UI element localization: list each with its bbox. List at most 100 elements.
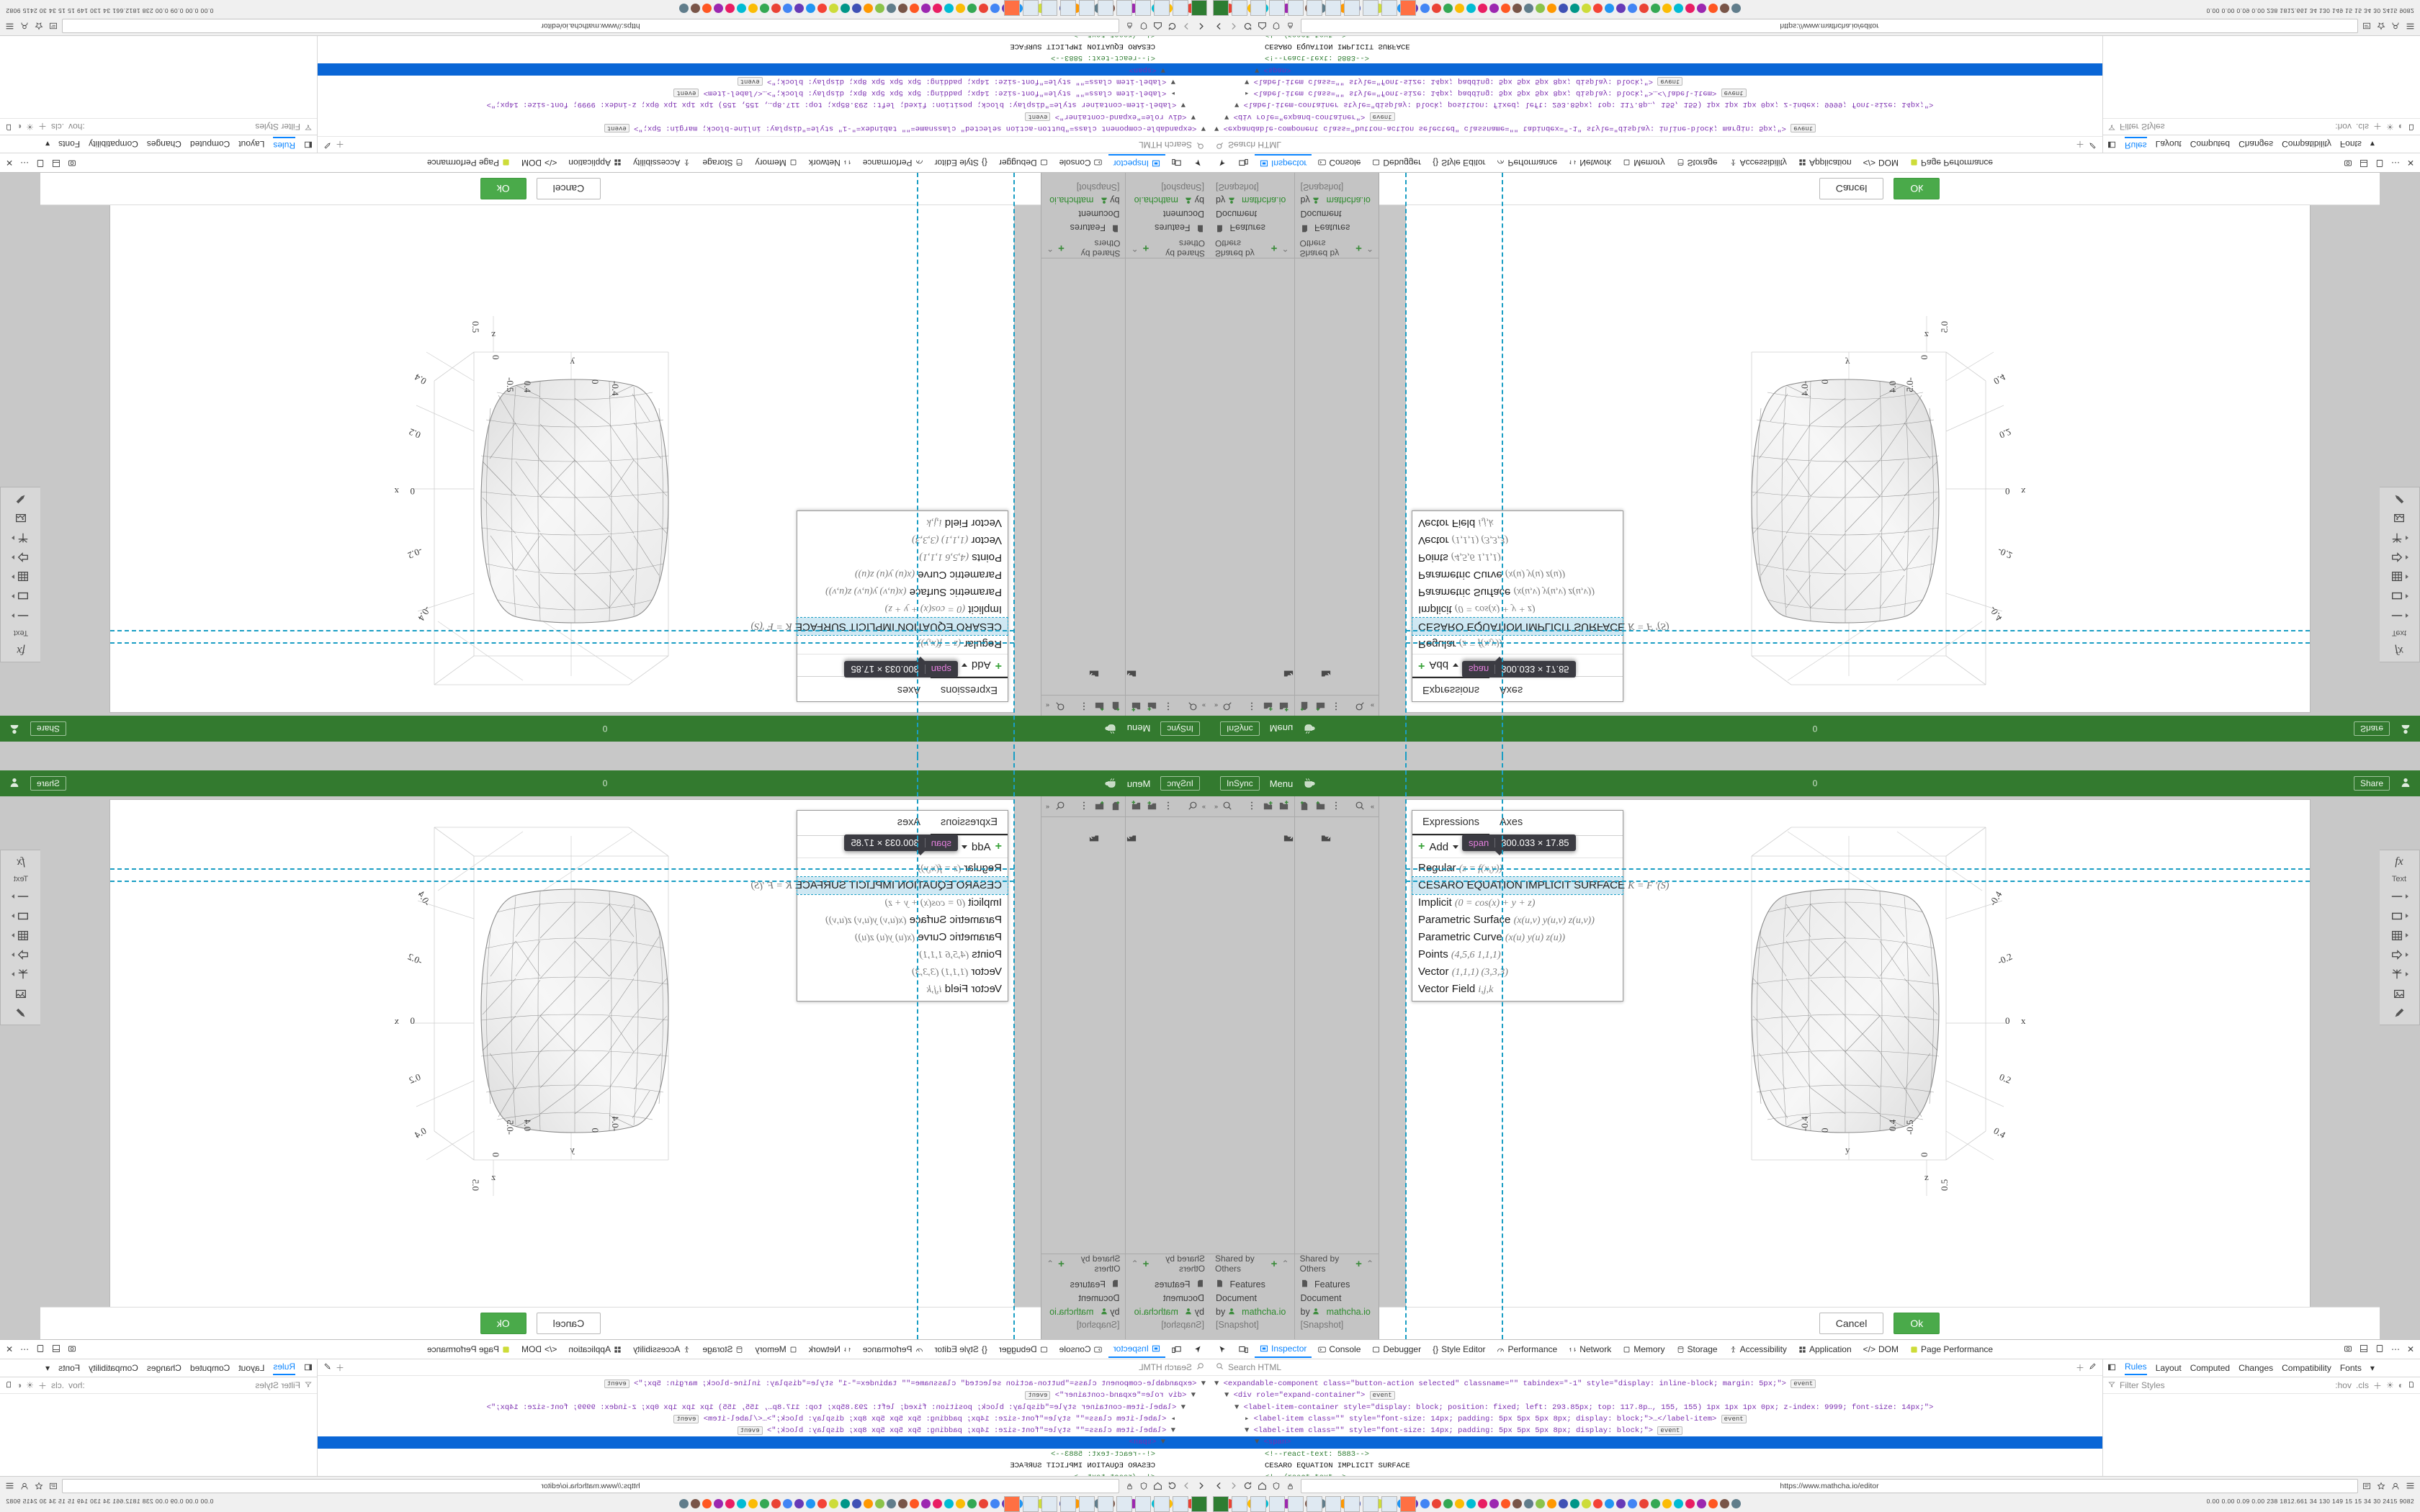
option-implicit[interactable]: Implicit (0 = cos(x) + y + z) <box>1412 894 1623 912</box>
grid-table-icon[interactable] <box>2390 570 2408 583</box>
plus-icon[interactable]: ＋ <box>2372 121 2382 132</box>
bookmark-favicon[interactable] <box>1639 4 1649 14</box>
disclosure-triangle-icon[interactable]: ▼ <box>1156 1438 1165 1447</box>
disclosure-triangle-icon[interactable]: ▼ <box>1214 1380 1224 1388</box>
cancel-button[interactable]: Cancel <box>1819 1313 1884 1334</box>
doc-panel-body-right[interactable] <box>1041 258 1126 695</box>
tab-dom[interactable]: </> DOM <box>1858 1341 1904 1357</box>
rules-content[interactable] <box>0 35 317 118</box>
account-icon[interactable] <box>2391 21 2401 31</box>
tab-storage[interactable]: Storage <box>1672 155 1723 171</box>
option-implicit[interactable]: Implicit (0 = cos(x) + y + z) <box>1412 600 1623 618</box>
event-badge[interactable]: event <box>1369 112 1395 121</box>
tab-computed[interactable]: Computed <box>2190 1363 2231 1373</box>
insync-button[interactable]: InSync <box>1220 721 1260 736</box>
tab-layout[interactable]: Layout <box>2155 1363 2182 1373</box>
bookmark-favicon[interactable] <box>1731 1498 1741 1508</box>
tab-application[interactable]: Application <box>563 1341 627 1357</box>
new-folder-icon[interactable] <box>1131 700 1142 711</box>
event-badge[interactable]: event <box>673 1414 699 1423</box>
dark-theme-icon[interactable]: ◐ <box>2398 1380 2403 1390</box>
event-badge[interactable]: event <box>1657 1426 1683 1436</box>
tab-debugger[interactable]: Debugger <box>1367 155 1426 171</box>
bookmark-favicon[interactable] <box>1559 4 1568 14</box>
bookmark-favicon[interactable] <box>760 4 769 14</box>
tab-page-performance[interactable]: Page Performance <box>1905 155 1998 171</box>
markup-line[interactable]: ▼ <label-item-container style="display: … <box>318 1402 1210 1413</box>
new-file-icon[interactable] <box>1147 801 1158 812</box>
screenshot-icon[interactable] <box>2344 158 2352 168</box>
tab-page-performance[interactable]: Page Performance <box>422 1341 515 1357</box>
markup-line[interactable]: ▼ <label-item-container style="display: … <box>1210 1402 2102 1413</box>
plot-3d[interactable]: -0.4 -0.2 0 0.2 0.4 x -0.4 0 0.4 y <box>373 822 776 1282</box>
collapse-chevron-icon-2[interactable]: ⌃ <box>1047 243 1054 253</box>
new-file-icon-2[interactable] <box>1110 801 1121 812</box>
option-vector-field[interactable]: Vector Field i,j,k <box>1412 514 1623 531</box>
fx-icon[interactable]: fx <box>2395 644 2403 657</box>
bookmark-favicon[interactable] <box>691 1498 700 1508</box>
doc-panel-body-right[interactable] <box>1041 817 1126 1254</box>
bookmark-favicon[interactable] <box>1651 4 1660 14</box>
event-badge[interactable]: event <box>737 76 763 86</box>
markup-line[interactable]: CESARO EQUATION IMPLICIT SURFACE <box>318 40 1210 52</box>
tab-rules[interactable]: Rules <box>2125 137 2147 151</box>
new-file-icon[interactable] <box>1263 801 1274 812</box>
bookmark-favicon[interactable] <box>956 4 965 14</box>
dock-icon[interactable] <box>36 158 45 168</box>
event-badge[interactable]: event <box>1025 1391 1051 1400</box>
doc-panel-body-left[interactable] <box>1210 817 1294 1254</box>
new-folder-icon-2[interactable] <box>1094 801 1106 812</box>
option-parametric-curve[interactable]: Parametric Curve (x(u) y(u) z(u)) <box>797 929 1008 946</box>
account-icon[interactable] <box>19 1481 29 1491</box>
taskbar-item[interactable] <box>1098 0 1113 16</box>
bookmark-favicon[interactable] <box>1466 1498 1476 1508</box>
bookmark-favicon[interactable] <box>1628 1498 1637 1508</box>
taskbar-item[interactable] <box>1154 1496 1170 1512</box>
event-badge[interactable]: event <box>1657 76 1683 86</box>
markup-line[interactable]: ▼ <expandable-component class="button-ac… <box>318 1378 1210 1390</box>
fx-icon[interactable]: fx <box>17 855 25 868</box>
new-folder-icon[interactable] <box>1278 801 1290 812</box>
bookmark-favicon[interactable] <box>887 1498 896 1508</box>
shared-document-item-left[interactable]: Features Document by mathcha.io [Snapsho… <box>1126 1273 1211 1339</box>
disclosure-triangle-icon[interactable]: ▼ <box>1196 124 1206 132</box>
shared-document-item-right[interactable]: Features Document by mathcha.io [Snapsho… <box>1295 1273 1379 1339</box>
person-icon[interactable] <box>2400 722 2413 735</box>
option-cesaro-equation-implicit-surface[interactable]: CESARO EQUATION IMPLICIT SURFACE K = F ′… <box>1412 617 1669 636</box>
responsive-design-icon[interactable] <box>1234 1342 1253 1357</box>
bookmark-favicon[interactable] <box>760 1498 769 1508</box>
bookmark-favicon[interactable] <box>990 4 1000 14</box>
share-button[interactable]: Share <box>30 776 67 791</box>
add-expression-button[interactable]: + Add <box>1412 836 1623 858</box>
bookmark-favicon[interactable] <box>933 4 942 14</box>
arrow-icon[interactable] <box>12 551 30 564</box>
bookmark-favicon[interactable] <box>1524 4 1533 14</box>
bookmark-favicon[interactable] <box>852 1498 861 1508</box>
bookmark-favicon[interactable] <box>921 4 931 14</box>
bookmark-favicon[interactable] <box>737 1498 746 1508</box>
shared-by-others-header-right[interactable]: Shared by Others + ⌃ <box>1295 238 1379 258</box>
forward-arrow-icon[interactable] <box>1181 1481 1191 1491</box>
markup-line[interactable]: ▼ <label-item class="" style="font-size:… <box>318 76 1210 87</box>
axes-icon[interactable] <box>2390 968 2408 981</box>
shield-icon[interactable] <box>1138 21 1148 31</box>
bookmark-favicon[interactable] <box>1651 1498 1660 1508</box>
taskbar-item[interactable] <box>1381 0 1397 16</box>
fx-icon[interactable]: fx <box>17 644 25 657</box>
taskbar-item[interactable] <box>1004 0 1020 16</box>
tab-style-editor[interactable]: {} Style Editor <box>930 155 992 171</box>
account-icon[interactable] <box>2391 1481 2401 1491</box>
dark-theme-icon[interactable]: ◐ <box>17 1380 22 1390</box>
grid-table-icon[interactable] <box>12 929 30 942</box>
bookmark-favicon[interactable] <box>1547 4 1556 14</box>
tab-inspector[interactable]: Inspector <box>1255 154 1312 171</box>
markup-line[interactable]: CESARO EQUATION IMPLICIT SURFACE <box>1210 1460 2102 1472</box>
bookmark-favicon[interactable] <box>1547 1498 1556 1508</box>
bookmark-favicon[interactable] <box>1512 4 1522 14</box>
disclosure-triangle-icon[interactable]: ▸ <box>1166 89 1175 98</box>
option-parametric-curve[interactable]: Parametric Curve (x(u) y(u) z(u)) <box>797 566 1008 583</box>
shared-document-item-left[interactable]: Features Document by mathcha.io [Snapsho… <box>1126 173 1211 239</box>
bookmark-favicon[interactable] <box>748 4 758 14</box>
doc-panel-body-left[interactable] <box>1210 258 1294 695</box>
tab-debugger[interactable]: Debugger <box>994 155 1053 171</box>
